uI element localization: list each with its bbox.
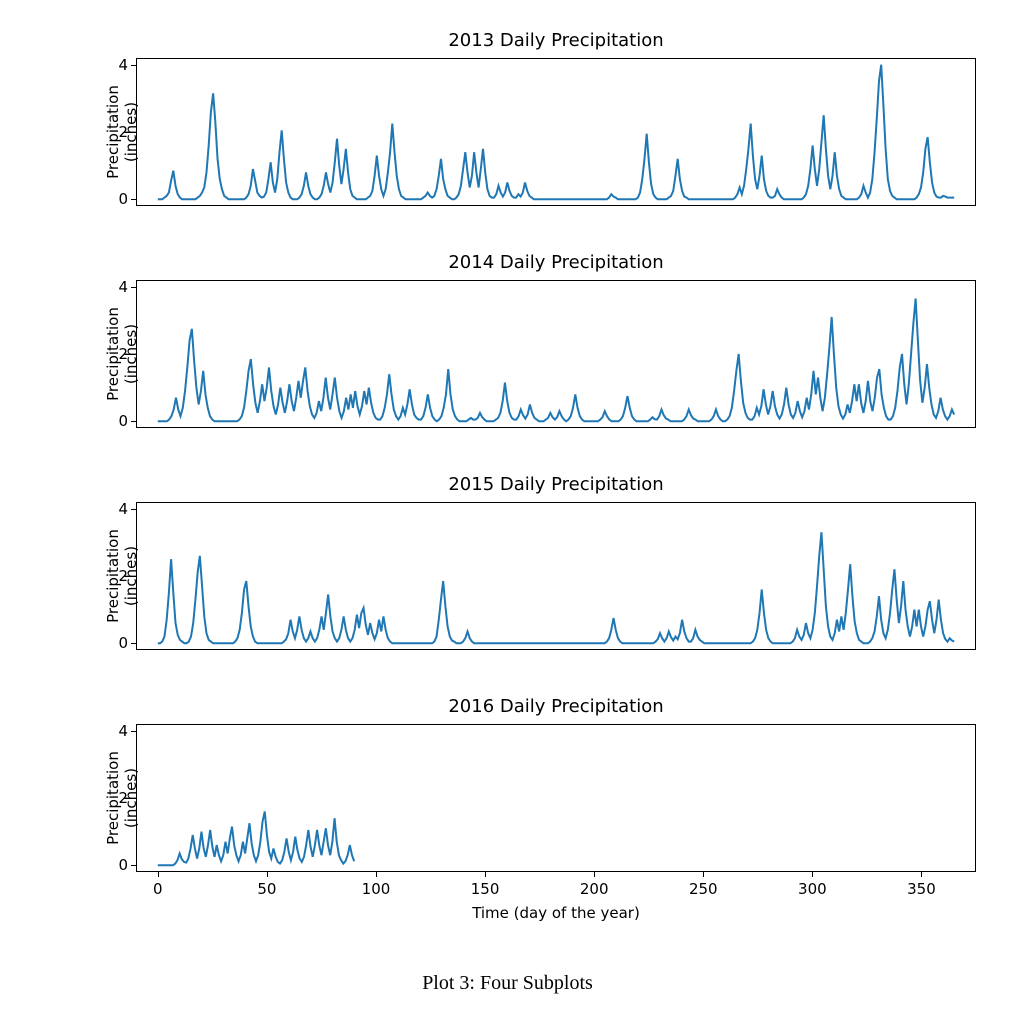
xtick-mark [921, 872, 922, 877]
subplot-title: 2015 Daily Precipitation [136, 474, 976, 495]
xtick-label: 0 [153, 880, 163, 898]
ylabel: Precipitation (inches) [104, 62, 140, 202]
subplot-p2016: 2016 Daily Precipitation024Precipitation… [136, 724, 976, 872]
xtick-label: 150 [471, 880, 500, 898]
xtick-mark [594, 872, 595, 877]
ylabel: Precipitation (inches) [104, 728, 140, 868]
subplot-title: 2016 Daily Precipitation [136, 696, 976, 717]
xtick-mark [158, 872, 159, 877]
subplot-p2014: 2014 Daily Precipitation024Precipitation… [136, 280, 976, 428]
xtick-label: 200 [580, 880, 609, 898]
line-series [136, 502, 976, 650]
ylabel: Precipitation (inches) [104, 506, 140, 646]
line-series [136, 724, 976, 872]
xtick-label: 250 [689, 880, 718, 898]
subplot-title: 2014 Daily Precipitation [136, 252, 976, 273]
ylabel: Precipitation (inches) [104, 284, 140, 424]
line-series [136, 58, 976, 206]
xtick-label: 300 [798, 880, 827, 898]
line-series [136, 280, 976, 428]
subplot-p2015: 2015 Daily Precipitation024Precipitation… [136, 502, 976, 650]
xtick-mark [703, 872, 704, 877]
xlabel: Time (day of the year) [136, 904, 976, 922]
xtick-label: 350 [907, 880, 936, 898]
figure-caption: Plot 3: Four Subplots [0, 972, 1015, 995]
xtick-mark [812, 872, 813, 877]
xtick-mark [267, 872, 268, 877]
xtick-label: 50 [257, 880, 276, 898]
subplot-title: 2013 Daily Precipitation [136, 30, 976, 51]
xtick-mark [485, 872, 486, 877]
xtick-label: 100 [362, 880, 391, 898]
subplot-p2013: 2013 Daily Precipitation024Precipitation… [136, 58, 976, 206]
xtick-mark [376, 872, 377, 877]
